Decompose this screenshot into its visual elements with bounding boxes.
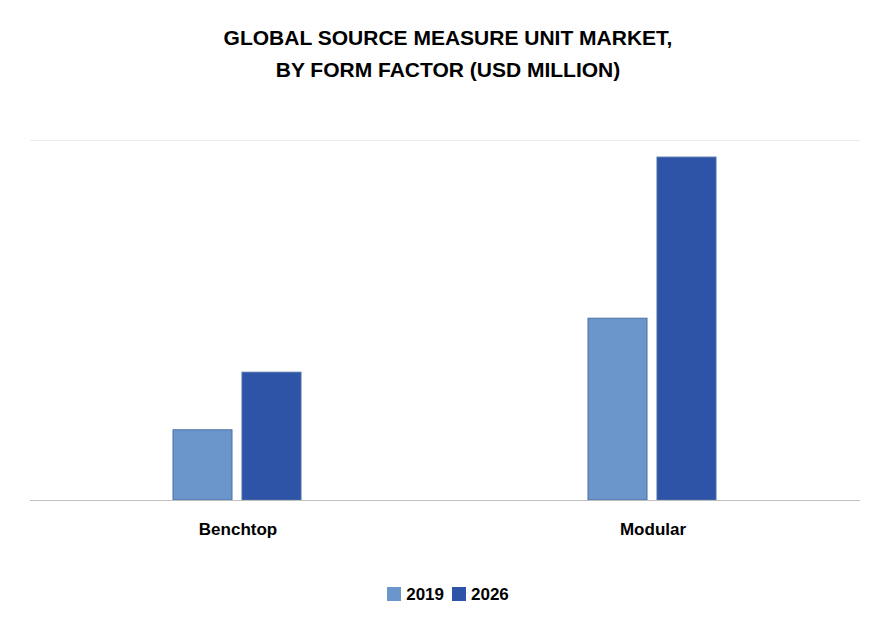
- html-text:2019: 2019: [406, 584, 444, 604]
- svg-text:Modular: Modular: [620, 520, 686, 539]
- svg-text:Benchtop: Benchtop: [199, 520, 277, 539]
- html-text:2026: 2026: [471, 584, 509, 604]
- html-text:GLOBAL SOURCE MEASURE UNIT MAR: GLOBAL SOURCE MEASURE UNIT MARKET, BY FO…: [223, 26, 673, 81]
